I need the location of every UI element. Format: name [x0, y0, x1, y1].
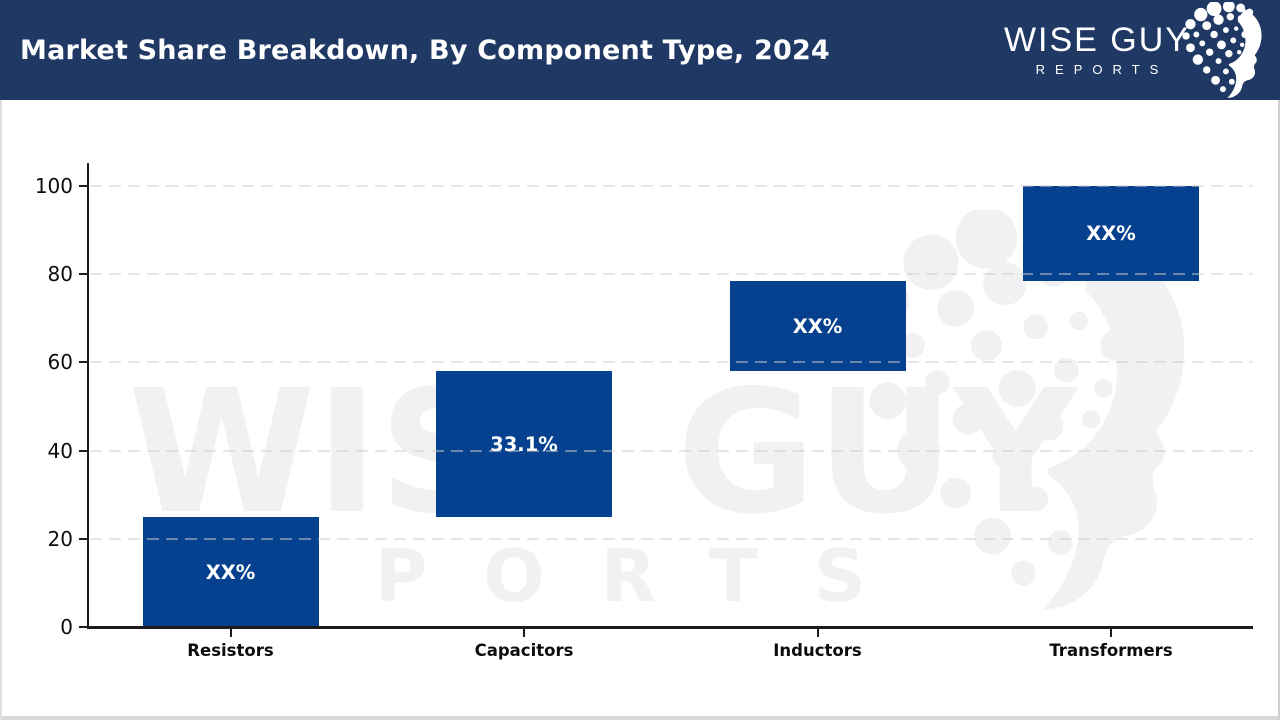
brand-name: WISE GUY — [1003, 21, 1190, 59]
x-axis-label-transformers: Transformers — [1049, 641, 1173, 660]
bar-capacitors: 33.1% — [436, 371, 612, 518]
page-border-left — [0, 100, 2, 720]
chart-plot-area: WISE GUY REPORTS XX% Resistors 33.1% Capaci… — [0, 100, 1280, 720]
gridline-80 — [90, 273, 1253, 276]
bar-resistors: XX% — [142, 517, 319, 627]
y-tick-label: 60 — [47, 350, 73, 375]
bar-value-label: XX% — [1086, 221, 1136, 245]
x-axis-label-inductors: Inductors — [773, 641, 862, 660]
x-axis-label-capacitors: Capacitors — [474, 641, 574, 660]
bar-value-label: XX% — [792, 314, 843, 338]
y-tick-mark — [79, 537, 87, 540]
bar-inductors: XX% — [729, 280, 906, 372]
x-axis-label-resistors: Resistors — [187, 641, 274, 660]
brand-logo-text: WISE GUY REPORTS — [1004, 23, 1190, 77]
x-tick-mark — [229, 629, 232, 637]
page-border-right — [1278, 100, 1280, 720]
x-tick-mark — [816, 629, 819, 637]
page-border-bottom — [0, 716, 1280, 720]
page-title: Market Share Breakdown, By Component Typ… — [20, 34, 830, 66]
y-tick-mark — [79, 361, 87, 364]
y-axis-line — [87, 163, 89, 629]
y-tick-mark — [79, 185, 87, 187]
bar-value-label: 33.1% — [490, 432, 558, 456]
y-tick-mark — [79, 449, 87, 452]
header-bar: Market Share Breakdown, By Component Typ… — [0, 0, 1280, 100]
bar-value-label: XX% — [205, 560, 256, 584]
y-tick-label: 20 — [47, 526, 73, 551]
brand-dotted-head-icon — [1174, 2, 1266, 98]
bar-transformers: XX% — [1023, 186, 1199, 281]
x-tick-mark — [1110, 629, 1112, 637]
brand-subname: REPORTS — [1035, 62, 1169, 77]
gridline-40 — [90, 449, 1253, 452]
y-tick-mark — [79, 273, 87, 276]
y-tick-label: 40 — [47, 438, 73, 463]
gridline-20 — [90, 537, 1253, 540]
y-tick-mark — [79, 626, 87, 628]
y-tick-label: 80 — [47, 262, 73, 287]
brand-logo: WISE GUY REPORTS — [1004, 2, 1266, 98]
gridline-100 — [90, 185, 1253, 187]
y-tick-label: 100 — [34, 174, 73, 198]
x-tick-mark — [523, 629, 525, 637]
y-tick-label: 0 — [60, 615, 73, 639]
gridline-60 — [90, 361, 1253, 364]
x-axis-line — [87, 626, 1253, 629]
